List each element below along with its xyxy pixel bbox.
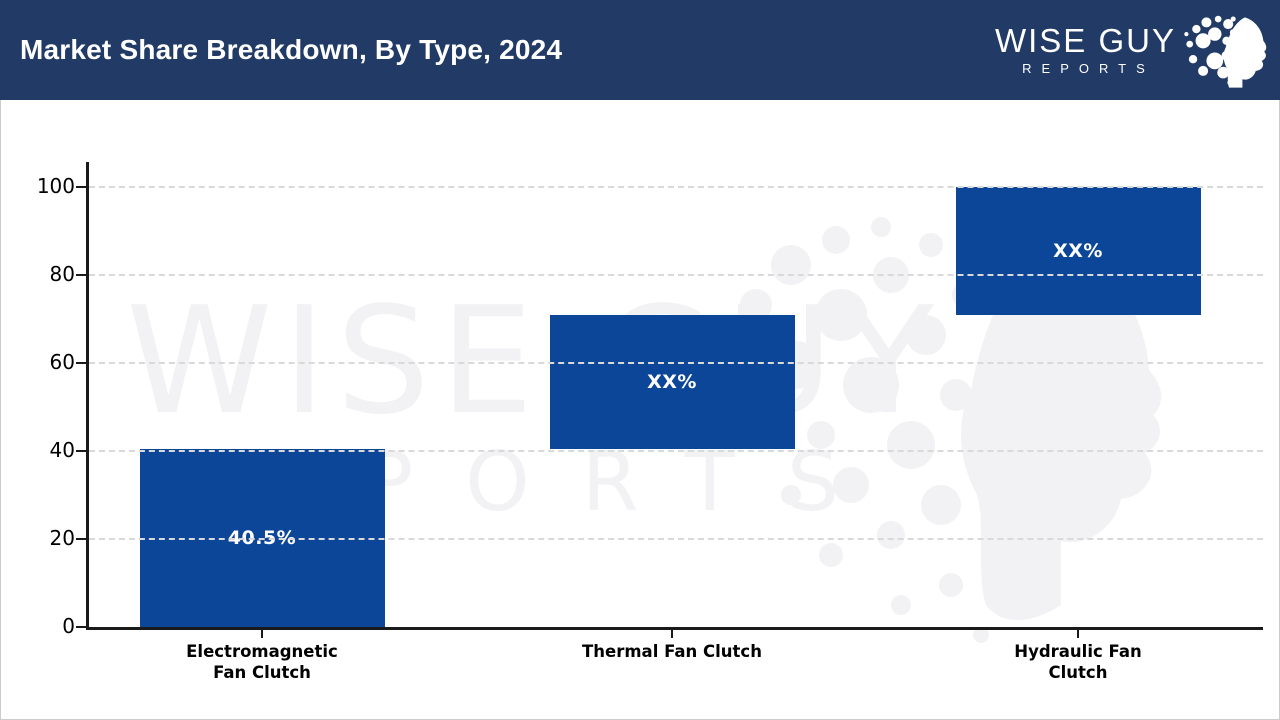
x-tick-label: Electromagnetic Fan Clutch — [186, 642, 338, 682]
y-tick-label-40: 40 — [49, 438, 75, 462]
x-tick-mark — [261, 630, 263, 638]
x-axis-line — [86, 627, 1263, 630]
logo-subtitle: REPORTS — [1022, 61, 1155, 76]
header: Market Share Breakdown, By Type, 2024 WI… — [0, 0, 1280, 100]
brand-logo: WISE GUY REPORTS — [995, 8, 1270, 92]
bar-value-label: XX% — [1053, 239, 1103, 262]
y-tick-label-20: 20 — [49, 526, 75, 550]
y-axis-line — [86, 162, 89, 630]
bar-segment: 40.5% — [139, 448, 385, 627]
x-tick-mark — [1077, 630, 1079, 638]
bar-value-label: 40.5% — [227, 526, 297, 549]
page-title: Market Share Breakdown, By Type, 2024 — [20, 34, 563, 65]
y-tick-mark-0 — [76, 626, 86, 628]
bar-value-label: XX% — [647, 370, 697, 393]
gridline-40 — [89, 450, 1263, 452]
x-tick-mark — [671, 630, 673, 638]
bar-segment: XX% — [955, 187, 1201, 315]
y-tick-mark-20 — [76, 538, 86, 540]
gridline-80 — [89, 274, 1263, 276]
y-tick-label-80: 80 — [49, 262, 75, 286]
y-tick-mark-100 — [76, 186, 86, 188]
bar-segment: XX% — [549, 314, 795, 449]
x-tick-label: Hydraulic Fan Clutch — [1014, 642, 1142, 682]
brand-logo-text: WISE GUY REPORTS — [994, 22, 1176, 77]
logo-face-icon — [1184, 15, 1267, 88]
plot-area: 40.5% XX% XX% — [89, 165, 1263, 627]
y-tick-label-0: 0 — [62, 614, 75, 638]
gridline-60 — [89, 362, 1263, 364]
chart-canvas: WISE GUY REPORTS 40.5% XX% XX% — [0, 100, 1280, 720]
logo-wordmark: WISE GUY — [994, 22, 1176, 59]
y-tick-mark-40 — [76, 450, 86, 452]
gridline-100 — [89, 186, 1263, 188]
y-tick-label-100: 100 — [36, 174, 75, 198]
x-tick-label: Thermal Fan Clutch — [582, 642, 762, 661]
gridline-20 — [89, 538, 1263, 540]
y-tick-label-60: 60 — [49, 350, 75, 374]
y-tick-mark-80 — [76, 274, 86, 276]
y-tick-mark-60 — [76, 362, 86, 364]
